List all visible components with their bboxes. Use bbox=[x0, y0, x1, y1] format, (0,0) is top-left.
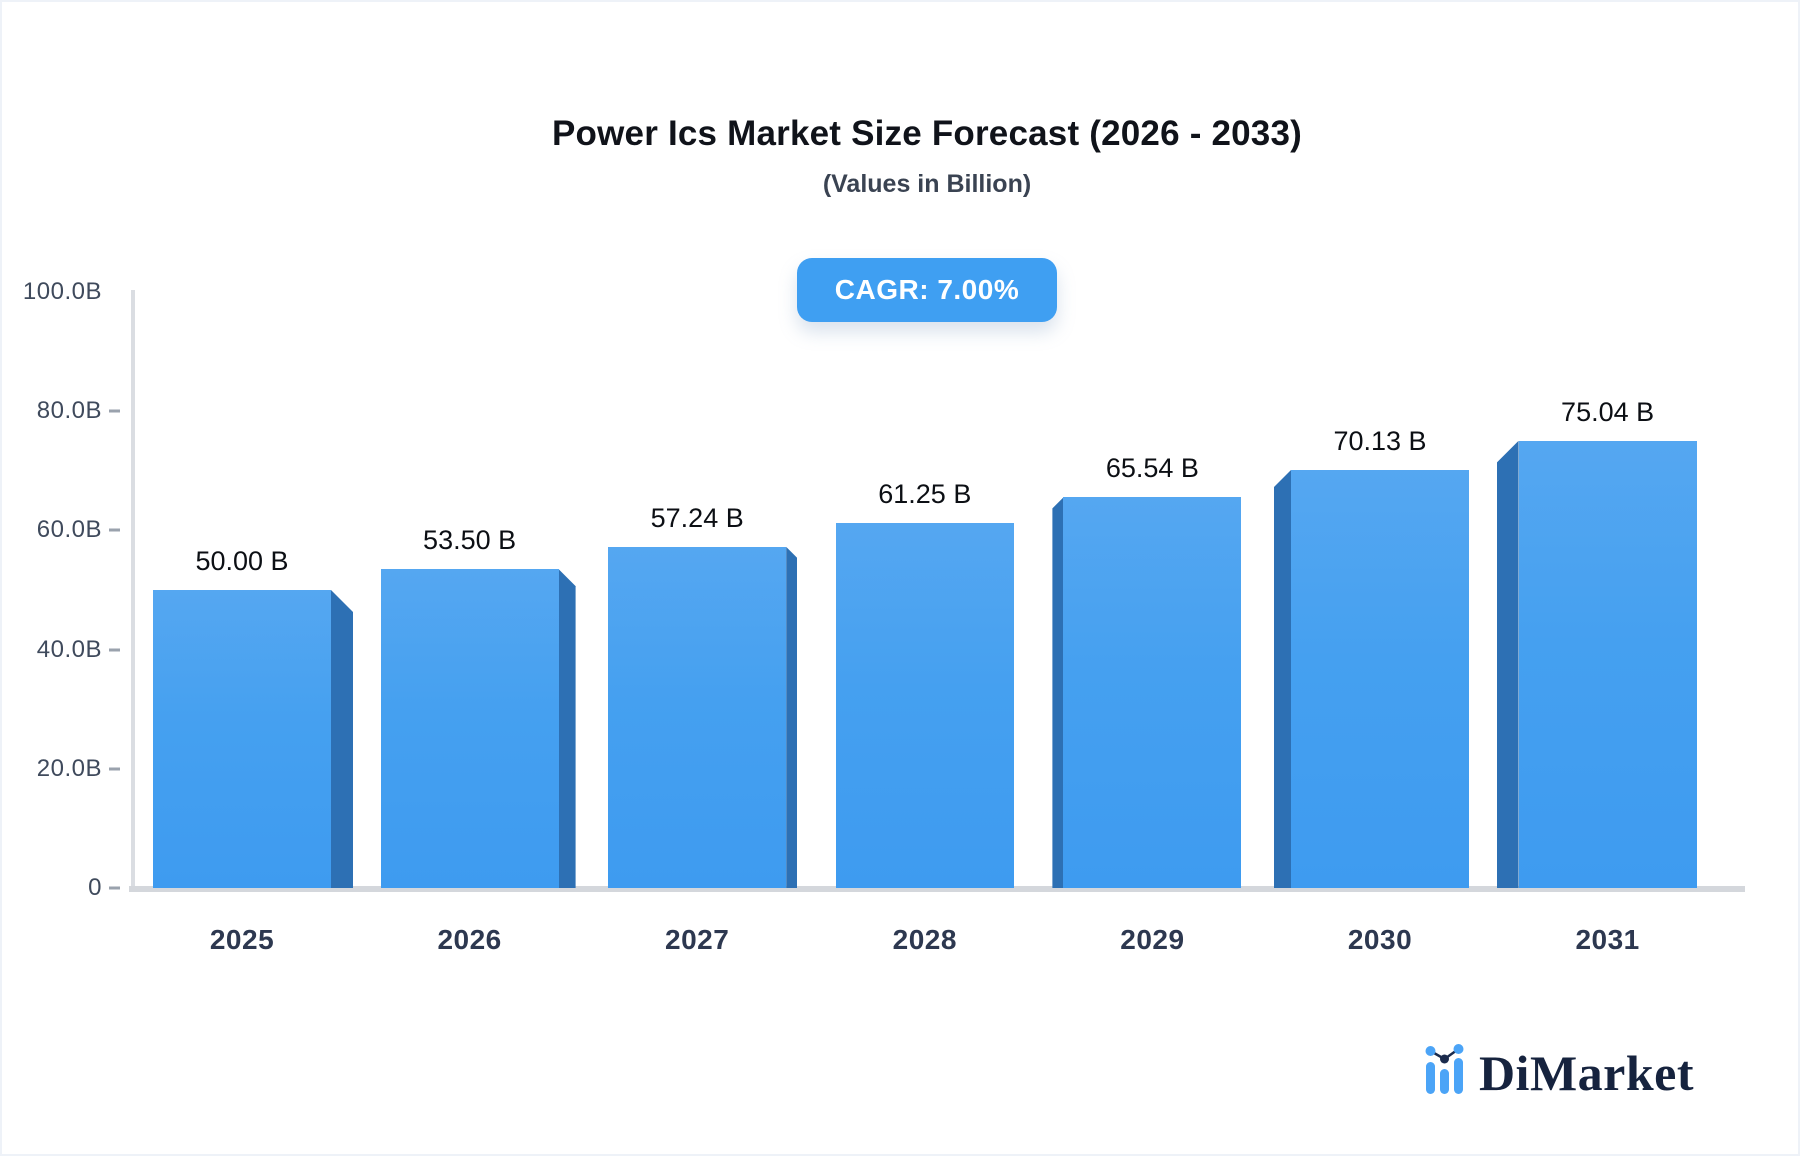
y-axis-tick-mark bbox=[109, 886, 120, 890]
y-axis-tick-mark bbox=[109, 648, 120, 652]
bar-side-face bbox=[786, 546, 798, 888]
bar-side-face bbox=[558, 569, 576, 888]
cagr-badge: CAGR: 7.00% bbox=[796, 258, 1058, 322]
y-axis-tick-label: 100.0B bbox=[22, 278, 102, 305]
bar-side-face bbox=[1496, 440, 1519, 888]
x-axis-baseline bbox=[129, 886, 1745, 892]
bar-value-label: 75.04 B bbox=[1561, 396, 1655, 427]
bar-2030 bbox=[1291, 470, 1469, 888]
x-axis-category-label: 2026 bbox=[437, 924, 502, 955]
bar-side-face bbox=[1052, 497, 1064, 888]
y-axis-tick-mark bbox=[109, 767, 120, 771]
mini-bar-chart-icon bbox=[1425, 1044, 1464, 1094]
bar-2029 bbox=[1063, 497, 1242, 888]
x-axis-category-label: 2025 bbox=[209, 924, 275, 955]
x-axis-category-label: 2031 bbox=[1575, 924, 1640, 955]
bar-value-label: 70.13 B bbox=[1333, 426, 1427, 457]
bar-2026 bbox=[380, 569, 559, 888]
y-axis-tick-mark bbox=[109, 528, 120, 532]
bar-side-face bbox=[331, 590, 353, 888]
chart-subtitle: (Values in Billion) bbox=[822, 170, 1032, 198]
y-axis-tick-label: 0 bbox=[88, 874, 102, 901]
y-axis-tick-label: 20.0B bbox=[36, 754, 102, 782]
y-axis-tick-label: 80.0B bbox=[36, 397, 102, 425]
bar-2028 bbox=[835, 522, 1014, 888]
y-axis-tick-label: 60.0B bbox=[36, 516, 102, 544]
bar-2027 bbox=[608, 546, 787, 888]
x-axis-category-label: 2030 bbox=[1347, 924, 1413, 955]
cagr-badge-wrap: CAGR: 7.00% bbox=[52, 258, 1800, 322]
bar-side-face bbox=[1274, 470, 1291, 888]
x-axis-category-label: 2028 bbox=[892, 924, 957, 955]
x-axis-category-label: 2027 bbox=[665, 924, 730, 955]
y-axis-tick-mark bbox=[109, 409, 120, 413]
brand-logo-text: DiMarket bbox=[1478, 1045, 1694, 1101]
brand-logo: DiMarket bbox=[1425, 1044, 1694, 1098]
y-axis-tick-label: 40.0B bbox=[36, 635, 102, 663]
bar-2031 bbox=[1518, 440, 1697, 888]
bar-value-label: 57.24 B bbox=[650, 502, 744, 533]
bar-value-label: 53.50 B bbox=[423, 525, 517, 556]
y-axis-line bbox=[131, 290, 135, 888]
bar-2025 bbox=[153, 590, 331, 888]
x-axis-category-label: 2029 bbox=[1120, 924, 1185, 955]
bar-value-label: 50.00 B bbox=[195, 546, 289, 576]
bar-value-label: 61.25 B bbox=[878, 478, 972, 509]
bar-value-label: 65.54 B bbox=[1105, 453, 1199, 484]
chart-title: Power Ics Market Size Forecast (2026 - 2… bbox=[551, 114, 1302, 153]
